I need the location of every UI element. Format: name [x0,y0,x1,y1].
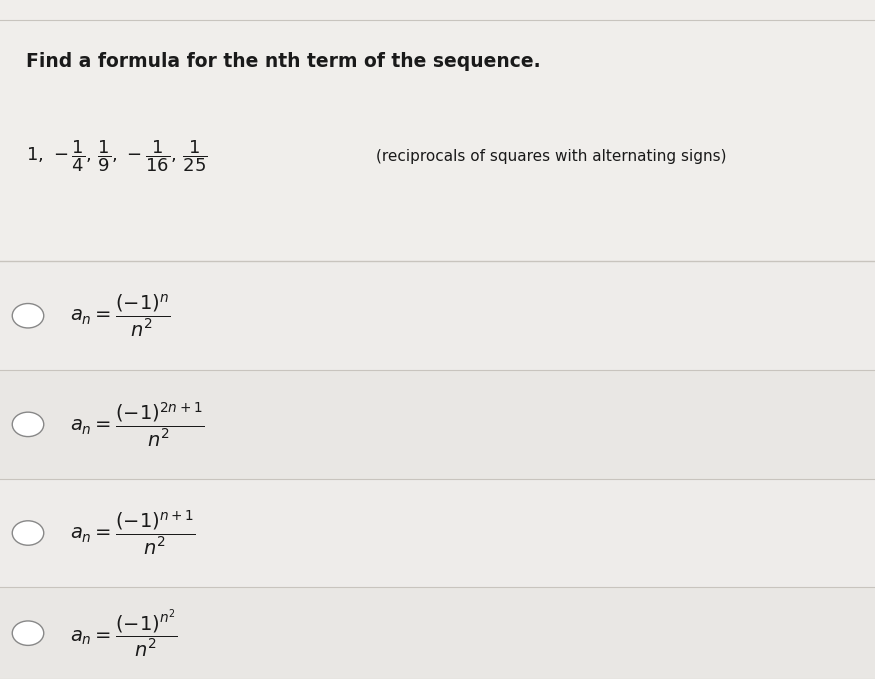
FancyBboxPatch shape [0,370,875,479]
Circle shape [12,621,44,645]
Text: $a_n = \dfrac{(-1)^{n^2}}{n^2}$: $a_n = \dfrac{(-1)^{n^2}}{n^2}$ [70,607,178,659]
Text: (reciprocals of squares with alternating signs): (reciprocals of squares with alternating… [376,149,727,164]
FancyBboxPatch shape [0,261,875,370]
Circle shape [12,304,44,328]
Circle shape [12,412,44,437]
Text: $a_n = \dfrac{(-1)^{2n+1}}{n^2}$: $a_n = \dfrac{(-1)^{2n+1}}{n^2}$ [70,400,205,449]
Circle shape [12,521,44,545]
Text: $a_n = \dfrac{(-1)^n}{n^2}$: $a_n = \dfrac{(-1)^n}{n^2}$ [70,293,171,339]
Text: Find a formula for the nth term of the sequence.: Find a formula for the nth term of the s… [26,52,541,71]
Text: $1,\,-\dfrac{1}{4},\,\dfrac{1}{9},\,-\dfrac{1}{16},\,\dfrac{1}{25}$: $1,\,-\dfrac{1}{4},\,\dfrac{1}{9},\,-\df… [26,139,208,174]
FancyBboxPatch shape [0,0,875,261]
FancyBboxPatch shape [0,479,875,587]
Text: $a_n = \dfrac{(-1)^{n+1}}{n^2}$: $a_n = \dfrac{(-1)^{n+1}}{n^2}$ [70,509,196,557]
FancyBboxPatch shape [0,587,875,679]
